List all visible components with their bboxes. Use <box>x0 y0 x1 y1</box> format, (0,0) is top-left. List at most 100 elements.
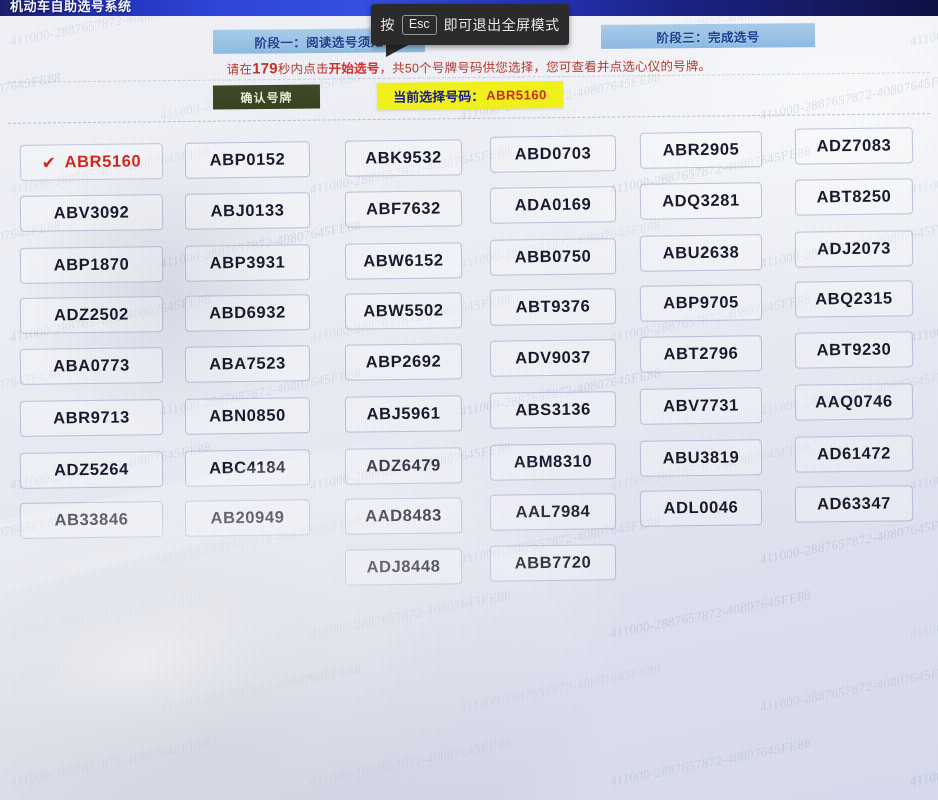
instruction-part3: ，共50个号牌号码供您选择，您可查看并点选心仪的号牌。 <box>379 59 712 76</box>
plate-number-label: ADZ2502 <box>53 305 130 324</box>
plate-grid: ✔ ABR5160 ABP0152 ABK9532 ABD0703 ABR2905 ADZ7… <box>0 126 938 606</box>
plate-option[interactable]: ADZ7083 <box>794 127 914 165</box>
plate-option[interactable]: ABP2692 <box>344 343 463 381</box>
plate-option[interactable]: ABP1870 <box>19 246 164 284</box>
plate-option[interactable]: AB20949 <box>184 499 311 537</box>
plate-number-label: ABW6152 <box>363 251 444 270</box>
plate-option[interactable]: ABM8310 <box>489 443 617 481</box>
plate-option[interactable]: ADJ8448 <box>344 548 463 586</box>
plate-number-label: ABD0703 <box>514 144 592 163</box>
plate-option[interactable]: ABD0703 <box>489 135 617 173</box>
tooltip-suffix-label: 即可退出全屏模式 <box>443 16 560 33</box>
plate-number-label: AB20949 <box>210 508 285 527</box>
plate-option[interactable]: ABB0750 <box>489 238 617 276</box>
plate-number-label: ABJ0133 <box>210 201 285 220</box>
plate-option[interactable]: ABU2638 <box>639 234 763 272</box>
plate-option[interactable]: ABP3931 <box>184 244 311 282</box>
plate-number-label: AAD8483 <box>365 506 442 525</box>
plate-number-label: ABV7731 <box>663 396 739 415</box>
plate-number-label: AB33846 <box>54 510 129 529</box>
plate-option[interactable]: ABJ5961 <box>344 395 463 433</box>
plate-number-label: ABM8310 <box>513 452 593 471</box>
window-title: 机动车自助选号系统 <box>10 0 132 14</box>
plate-number-label: ADJ8448 <box>366 557 441 576</box>
plate-option[interactable]: ABN0850 <box>184 397 311 435</box>
plate-option[interactable]: AAD8483 <box>344 497 463 535</box>
plate-number-label: ABR5160 <box>64 151 142 171</box>
plate-option[interactable]: ABQ2315 <box>794 280 914 318</box>
plate-option[interactable]: ABT2796 <box>639 335 763 373</box>
instruction-action-link[interactable]: 开始选号 <box>328 61 380 76</box>
plate-number-label: AD63347 <box>816 494 892 513</box>
plate-option[interactable]: AD61472 <box>794 435 914 473</box>
plate-number-label: ADA0169 <box>514 195 592 214</box>
plate-number-label: AD61472 <box>816 444 892 463</box>
confirm-plate-button[interactable]: 确认号牌 <box>212 84 321 110</box>
plate-option-selected[interactable]: ✔ ABR5160 <box>19 143 164 181</box>
plate-number-label: ABP2692 <box>365 352 442 371</box>
plate-option[interactable]: ABF7632 <box>344 190 463 228</box>
instruction-part1: 请在 <box>226 62 253 77</box>
plate-number-label: ABS3136 <box>515 400 591 419</box>
plate-option[interactable]: ABV7731 <box>639 387 763 425</box>
plate-number-label: ABT8250 <box>816 187 892 206</box>
plate-number-label: ADQ3281 <box>662 191 740 210</box>
plate-option[interactable]: ABV3092 <box>19 194 164 232</box>
plate-option[interactable]: ABP9705 <box>639 284 763 322</box>
plate-option[interactable]: ABT9230 <box>794 331 914 369</box>
plate-option[interactable]: AAL7984 <box>489 493 617 531</box>
plate-option[interactable]: AD63347 <box>794 485 914 523</box>
plate-number-label: ADZ5264 <box>53 460 130 479</box>
plate-number-label: ABW5502 <box>363 301 444 320</box>
plate-option[interactable]: ADJ2073 <box>794 230 914 268</box>
plate-option[interactable]: ADV9037 <box>489 339 617 377</box>
plate-option[interactable]: ADZ5264 <box>19 451 164 489</box>
plate-number-label: ABU2638 <box>662 243 740 262</box>
plate-option[interactable]: ADA0169 <box>489 186 617 224</box>
plate-option[interactable]: ABK9532 <box>344 139 463 177</box>
tooltip-tail <box>386 43 412 57</box>
plate-number-label: ABP0152 <box>209 150 286 169</box>
plate-number-label: ABF7632 <box>365 199 442 218</box>
plate-option[interactable]: ABA7523 <box>184 345 311 383</box>
plate-number-label: ABB7720 <box>514 553 592 572</box>
plate-option[interactable]: ABT8250 <box>794 178 914 216</box>
plate-number-label: ABA7523 <box>209 354 286 373</box>
plate-number-label: ABC4184 <box>209 458 286 477</box>
instruction-part2: 秒内点击 <box>277 61 329 77</box>
plate-number-label: ABP9705 <box>663 293 739 312</box>
plate-number-label: ABR9713 <box>53 408 130 427</box>
plate-option[interactable]: ABA0773 <box>19 347 164 385</box>
plate-option[interactable]: ABP0152 <box>184 141 311 179</box>
plate-option[interactable]: ABU3819 <box>639 439 763 477</box>
stage-tab-3[interactable]: 阶段三：完成选号 <box>600 23 816 49</box>
plate-number-label: ABV3092 <box>53 203 130 222</box>
esc-key-badge: Esc <box>401 14 437 35</box>
plate-number-label: ABT2796 <box>663 344 739 363</box>
plate-option[interactable]: ADL0046 <box>639 489 763 527</box>
plate-option[interactable]: AAQ0746 <box>794 383 914 421</box>
plate-option[interactable]: ABR2905 <box>639 131 763 169</box>
plate-option[interactable]: ABB7720 <box>489 544 617 582</box>
plate-option[interactable]: ADZ6479 <box>344 447 463 485</box>
plate-option[interactable]: ABT9376 <box>489 288 617 326</box>
plate-option[interactable]: ABJ0133 <box>184 192 311 230</box>
plate-number-label: ABU3819 <box>662 448 740 467</box>
current-selection-value: ABR5160 <box>486 87 547 103</box>
plate-option[interactable]: ABS3136 <box>489 391 617 429</box>
plate-number-label: ABT9376 <box>515 297 591 316</box>
plate-option[interactable]: ADZ2502 <box>19 296 164 334</box>
plate-option[interactable]: ABC4184 <box>184 449 311 487</box>
plate-option[interactable]: AB33846 <box>19 501 164 539</box>
plate-option[interactable]: ABW5502 <box>344 292 463 330</box>
plate-option[interactable]: ABD6932 <box>184 294 311 332</box>
current-selection-label: 当前选择号码： <box>393 88 485 105</box>
check-icon: ✔ <box>41 152 57 173</box>
plate-number-label: ADJ2073 <box>816 239 892 258</box>
plate-option[interactable]: ADQ3281 <box>639 182 763 220</box>
plate-number-label: ABR2905 <box>662 140 740 159</box>
tooltip-prefix-label: 按 <box>380 16 395 33</box>
plate-option[interactable]: ABW6152 <box>344 242 463 280</box>
plate-option[interactable]: ABR9713 <box>19 399 164 437</box>
